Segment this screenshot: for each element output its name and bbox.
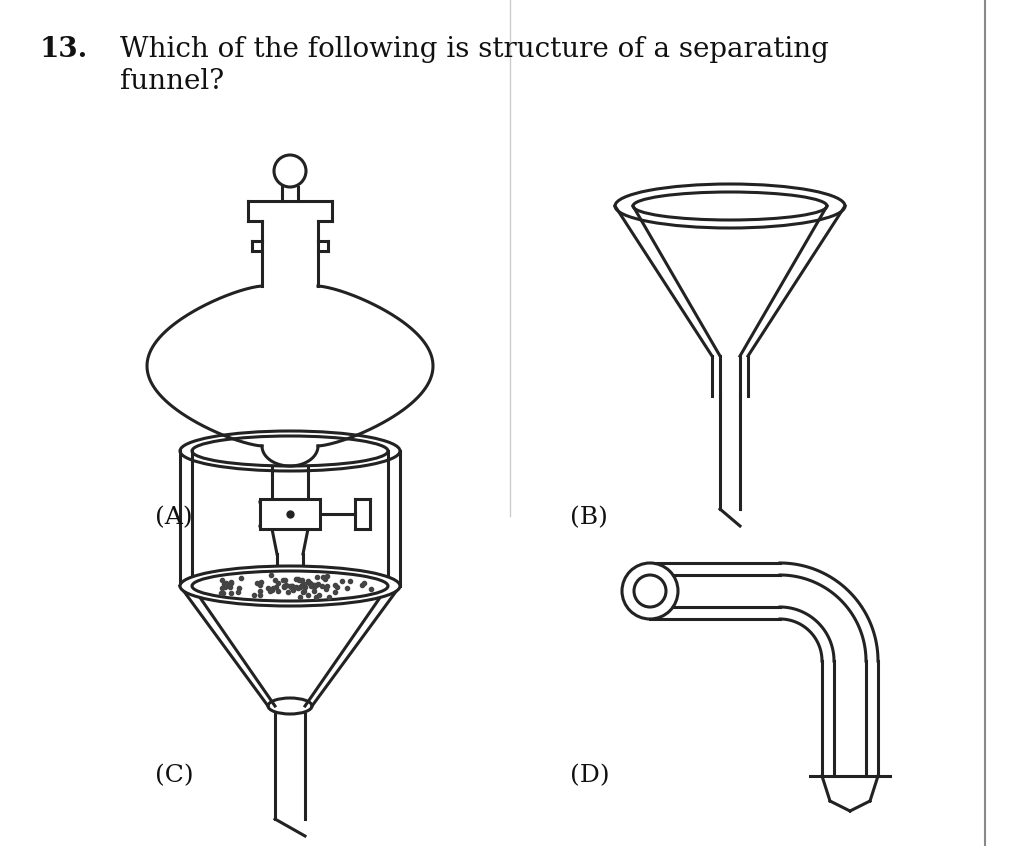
Circle shape <box>274 155 306 187</box>
Text: (C): (C) <box>155 764 194 787</box>
Text: 13.: 13. <box>40 36 88 63</box>
Text: (A): (A) <box>155 506 193 529</box>
Circle shape <box>622 563 678 619</box>
Text: (B): (B) <box>570 506 608 529</box>
Ellipse shape <box>180 566 400 606</box>
Text: funnel?: funnel? <box>120 68 224 95</box>
Text: Which of the following is structure of a separating: Which of the following is structure of a… <box>120 36 828 63</box>
Bar <box>260 499 319 529</box>
Ellipse shape <box>193 571 388 601</box>
Text: (D): (D) <box>570 764 609 787</box>
